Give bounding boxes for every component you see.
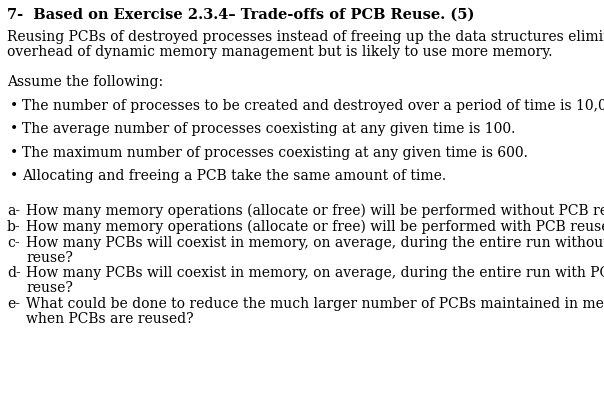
Text: reuse?: reuse? — [26, 281, 73, 295]
Text: 7-  Based on Exercise 2.3.4– Trade-offs of PCB Reuse. (5): 7- Based on Exercise 2.3.4– Trade-offs o… — [7, 8, 474, 22]
Text: •: • — [10, 99, 18, 113]
Text: How many PCBs will coexist in memory, on average, during the entire run with PCB: How many PCBs will coexist in memory, on… — [26, 266, 604, 280]
Text: Assume the following:: Assume the following: — [7, 75, 163, 89]
Text: The maximum number of processes coexisting at any given time is 600.: The maximum number of processes coexisti… — [22, 145, 528, 160]
Text: How many PCBs will coexist in memory, on average, during the entire run without : How many PCBs will coexist in memory, on… — [26, 236, 604, 249]
Text: Allocating and freeing a PCB take the same amount of time.: Allocating and freeing a PCB take the sa… — [22, 169, 446, 183]
Text: Reusing PCBs of destroyed processes instead of freeing up the data structures el: Reusing PCBs of destroyed processes inst… — [7, 30, 604, 44]
Text: What could be done to reduce the much larger number of PCBs maintained in memory: What could be done to reduce the much la… — [26, 297, 604, 311]
Text: e-: e- — [7, 297, 20, 311]
Text: •: • — [10, 122, 18, 136]
Text: The average number of processes coexisting at any given time is 100.: The average number of processes coexisti… — [22, 122, 515, 136]
Text: overhead of dynamic memory management but is likely to use more memory.: overhead of dynamic memory management bu… — [7, 45, 553, 59]
Text: How many memory operations (allocate or free) will be performed with PCB reuse?: How many memory operations (allocate or … — [26, 220, 604, 234]
Text: when PCBs are reused?: when PCBs are reused? — [26, 312, 194, 326]
Text: d-: d- — [7, 266, 21, 280]
Text: How many memory operations (allocate or free) will be performed without PCB reus: How many memory operations (allocate or … — [26, 204, 604, 218]
Text: a-: a- — [7, 204, 20, 218]
Text: b-: b- — [7, 220, 21, 234]
Text: c-: c- — [7, 236, 19, 249]
Text: •: • — [10, 169, 18, 183]
Text: The number of processes to be created and destroyed over a period of time is 10,: The number of processes to be created an… — [22, 99, 604, 113]
Text: reuse?: reuse? — [26, 251, 73, 264]
Text: •: • — [10, 145, 18, 160]
